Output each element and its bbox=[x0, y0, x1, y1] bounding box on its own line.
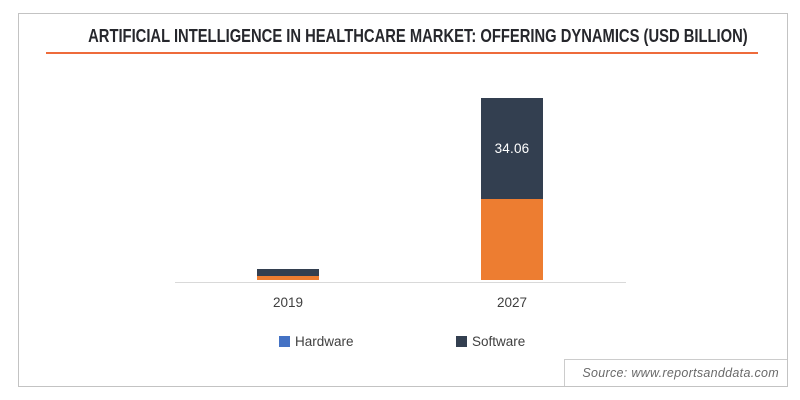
legend-label-software: Software bbox=[472, 334, 526, 349]
title-underline bbox=[46, 52, 758, 54]
x-tick-2027: 2027 bbox=[496, 295, 528, 310]
legend-label-hardware: Hardware bbox=[295, 334, 354, 349]
x-tick-2019: 2019 bbox=[272, 295, 304, 310]
plot-area: 34.06 2019 2027 bbox=[19, 14, 787, 386]
bar-group-2027: 34.06 bbox=[481, 98, 543, 280]
chart-card: ARTIFICIAL INTELLIGENCE IN HEALTHCARE MA… bbox=[18, 13, 788, 387]
legend-swatch-hardware bbox=[279, 336, 290, 347]
chart-title: ARTIFICIAL INTELLIGENCE IN HEALTHCARE MA… bbox=[88, 26, 748, 46]
legend-swatch-software bbox=[456, 336, 467, 347]
bar-segment-hardware-2019 bbox=[257, 276, 319, 280]
bar-group-2019 bbox=[257, 269, 319, 280]
source-text: Source: www.reportsanddata.com bbox=[582, 366, 779, 380]
x-axis-line bbox=[175, 282, 626, 283]
bar-segment-hardware-2027 bbox=[481, 199, 543, 280]
legend-item-hardware: Hardware bbox=[279, 334, 354, 349]
source-box: Source: www.reportsanddata.com bbox=[564, 359, 787, 386]
bar-segment-software-2027: 34.06 bbox=[481, 98, 543, 200]
legend-item-software: Software bbox=[456, 334, 525, 349]
bar-value-label: 34.06 bbox=[494, 141, 530, 157]
bar-segment-software-2019 bbox=[257, 269, 319, 277]
